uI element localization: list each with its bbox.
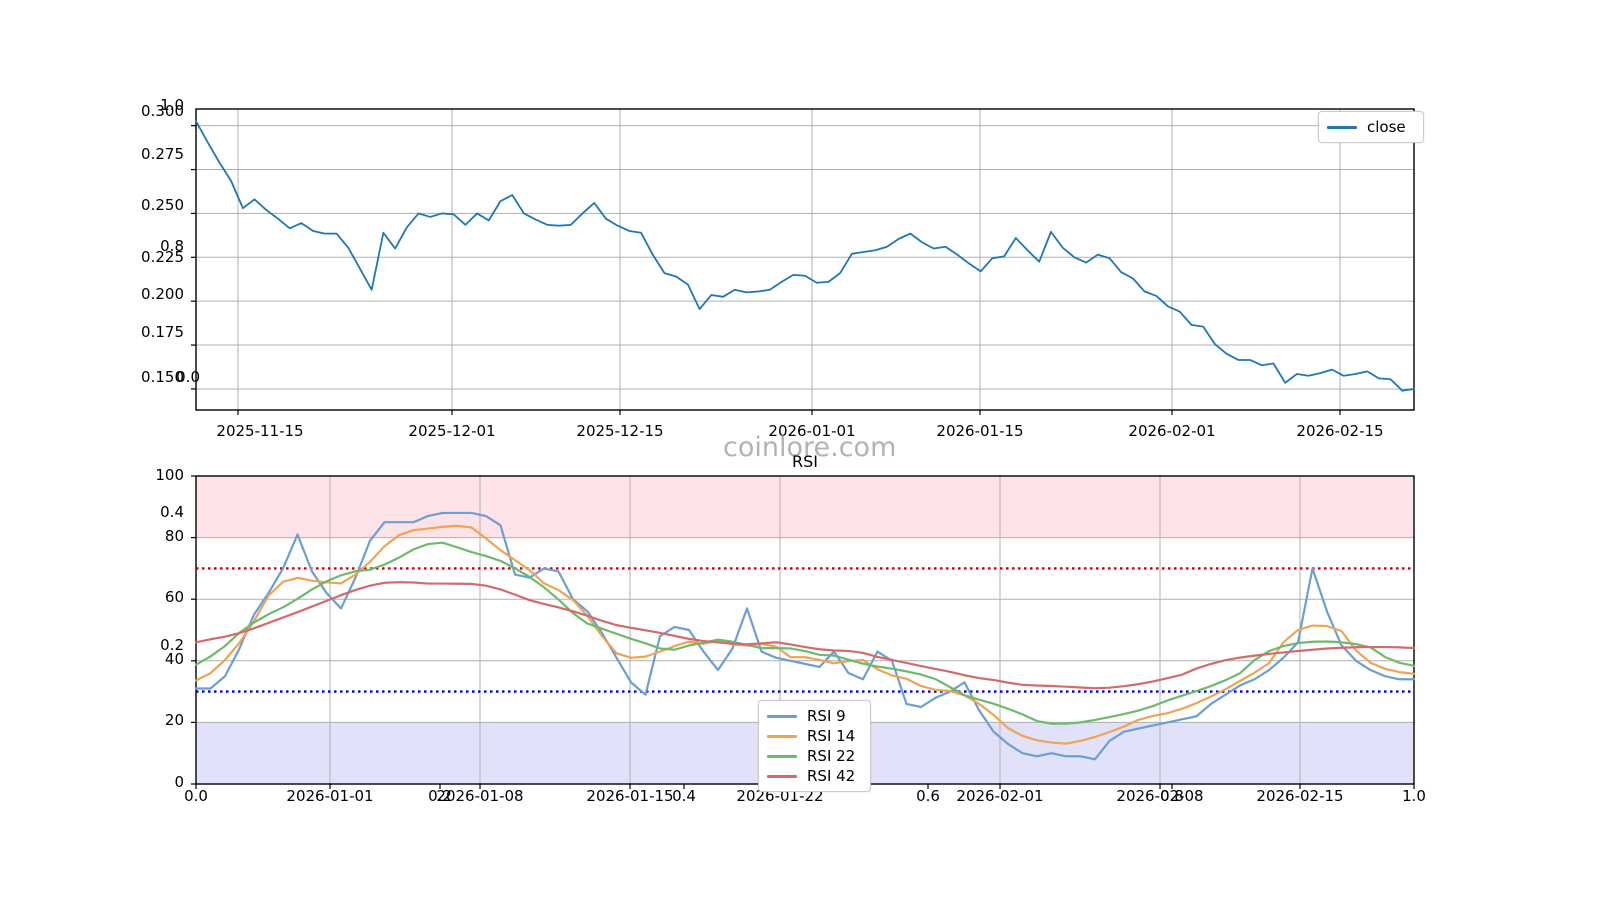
rsi-overlay-x-tick-1: 0.2	[428, 787, 452, 805]
rsi-overlay-x-tick-5: 1.0	[1402, 787, 1426, 805]
rsi22-line-swatch	[767, 754, 797, 758]
rsi-x-tick-5: 2026-02-08	[1116, 787, 1204, 805]
rsi-overbought-zone	[196, 476, 1414, 538]
rsi-y-tick-80: 80	[164, 527, 184, 545]
legend-label-close: close	[1367, 118, 1406, 136]
rsi14-line-swatch	[767, 734, 797, 738]
rsi-legend[interactable]: RSI 9 RSI 14 RSI 22 RSI 42	[758, 700, 871, 792]
legend-label-rsi22: RSI 22	[807, 747, 856, 765]
rsi-line-rsi-14	[194, 524, 1416, 745]
price-close-line	[195, 120, 1415, 392]
legend-label-rsi9: RSI 9	[807, 707, 846, 725]
price-y-tick-1: 0.275	[141, 145, 184, 163]
legend-label-rsi42: RSI 42	[807, 767, 856, 785]
price-axes-frame	[195, 108, 1415, 411]
price-overlay-y-tick-0: 1.0	[160, 96, 184, 114]
rsi-line-rsi-42	[194, 581, 1416, 690]
rsi-overlay-x-tick-4: 0.8	[1160, 787, 1184, 805]
rsi-y-tick-100: 100	[155, 466, 184, 484]
legend-label-rsi14: RSI 14	[807, 727, 856, 745]
legend-item-rsi14[interactable]: RSI 14	[767, 726, 862, 746]
rsi-y-tick-20: 20	[164, 711, 184, 729]
legend-item-rsi9[interactable]: RSI 9	[767, 706, 862, 726]
rsi-x-tick-4: 2026-02-01	[956, 787, 1044, 805]
rsi-overlay-y-tick-04: 0.4	[160, 503, 184, 521]
rsi-panel-title: RSI	[792, 452, 818, 471]
legend-item-rsi42[interactable]: RSI 42	[767, 766, 862, 786]
price-x-tick-4: 2026-01-15	[936, 422, 1024, 440]
price-overlay-y-tick-1: 0.8	[160, 237, 184, 255]
price-y-tick-5: 0.175	[141, 323, 184, 341]
price-x-tick-3: 2026-01-01	[768, 422, 856, 440]
legend-item-close[interactable]: close	[1327, 117, 1415, 137]
rsi-x-tick-2: 2026-01-15	[586, 787, 674, 805]
price-y-tick-0: 0.300	[141, 102, 184, 120]
rsi-overlay-x-tick-2: 0.4	[672, 787, 696, 805]
rsi-line-rsi-9	[194, 511, 1416, 761]
price-y-tick-4: 0.200	[141, 285, 184, 303]
rsi9-line-swatch	[767, 714, 797, 718]
price-y-tick-6: 0.150	[141, 368, 184, 386]
price-y-tick-2: 0.250	[141, 196, 184, 214]
rsi-overlay-x-tick-3: 0.6	[916, 787, 940, 805]
close-line-swatch	[1327, 125, 1357, 129]
rsi-overlay-x-tick-0: 0.0	[184, 787, 208, 805]
rsi-x-tick-6: 2026-02-15	[1256, 787, 1344, 805]
rsi-overlay-y-tick-02: 0.2	[160, 636, 184, 654]
rsi42-line-swatch	[767, 774, 797, 778]
legend-item-rsi22[interactable]: RSI 22	[767, 746, 862, 766]
rsi-x-tick-1: 2026-01-08	[436, 787, 524, 805]
price-x-tick-6: 2026-02-15	[1296, 422, 1384, 440]
rsi-y-tick-60: 60	[164, 588, 184, 606]
price-legend[interactable]: close	[1318, 111, 1424, 143]
rsi-y-tick-40: 40	[164, 650, 184, 668]
rsi-line-rsi-22	[194, 541, 1416, 725]
price-x-tick-2: 2025-12-15	[576, 422, 664, 440]
price-overlay-y-tick-5: 0.0	[176, 368, 200, 386]
price-x-tick-1: 2025-12-01	[408, 422, 496, 440]
rsi-y-tick-0: 0	[174, 773, 184, 791]
coinlore-watermark: coinlore.com	[723, 432, 897, 463]
price-x-tick-0: 2025-11-15	[216, 422, 304, 440]
rsi-x-tick-0: 2026-01-01	[286, 787, 374, 805]
price-x-tick-5: 2026-02-01	[1128, 422, 1216, 440]
price-y-tick-3: 0.225	[141, 248, 184, 266]
